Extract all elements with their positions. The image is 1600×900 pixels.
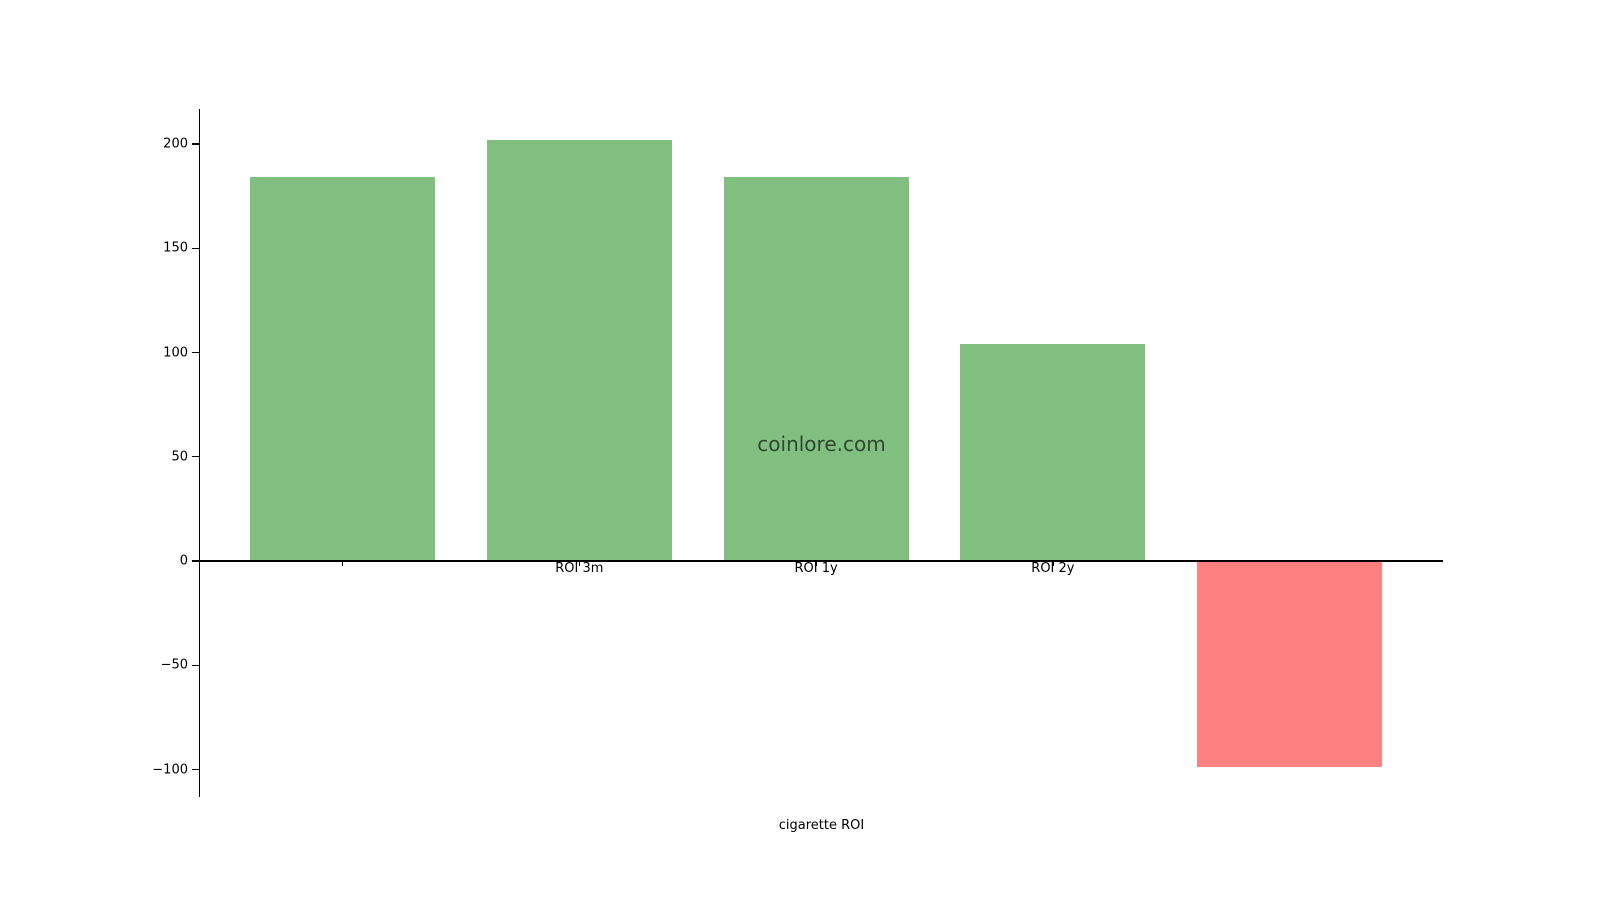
y-tick-label: 100	[163, 345, 188, 360]
y-tick-mark	[192, 456, 199, 458]
y-tick-label: −50	[160, 657, 188, 673]
bar	[723, 177, 909, 561]
y-tick-label: −100	[152, 762, 188, 777]
x-tick-label: ROI 2y	[1031, 561, 1075, 576]
y-tick-mark	[192, 664, 199, 666]
bar	[250, 177, 435, 561]
bar	[486, 139, 672, 561]
y-tick-mark	[192, 768, 199, 771]
y-tick-label: 50	[171, 449, 188, 465]
x-tick-mark	[341, 561, 344, 566]
x-axis-title: cigarette ROI	[778, 818, 865, 833]
y-tick-label: 0	[179, 553, 188, 569]
x-tick-mark	[1052, 561, 1054, 566]
bar	[1197, 561, 1383, 768]
x-axis-line	[198, 560, 1443, 562]
x-tick-label: ROI 1y	[794, 561, 838, 576]
x-tick-mark	[578, 561, 580, 566]
y-tick-mark	[192, 560, 199, 562]
watermark-text: coinlore.com	[757, 432, 886, 456]
x-tick-mark	[815, 561, 817, 566]
y-tick-mark	[192, 143, 199, 145]
x-tick-label: ROI 3m	[555, 561, 604, 576]
y-axis-spine	[198, 108, 200, 797]
y-tick-mark	[192, 351, 199, 354]
bar	[960, 344, 1146, 561]
y-tick-label: 150	[163, 240, 188, 256]
y-tick-label: 200	[163, 136, 188, 152]
y-tick-mark	[192, 247, 199, 249]
